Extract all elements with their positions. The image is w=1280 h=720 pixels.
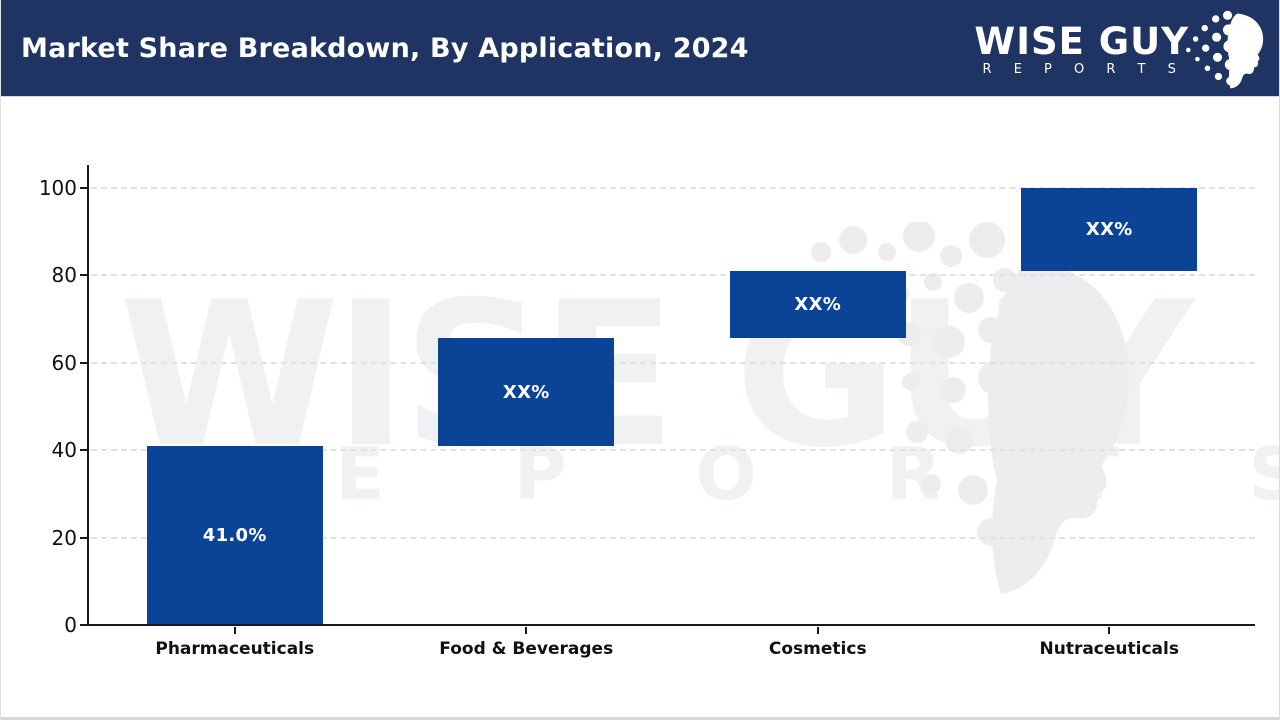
gridline-y40 (91, 449, 1255, 451)
bar-value-label: XX% (794, 294, 842, 316)
logo-subtitle: R E P O R T S (982, 62, 1185, 78)
bar-value-label: XX% (502, 381, 550, 403)
category-label-3: Nutraceuticals (1039, 639, 1179, 659)
gridline-y60 (91, 361, 1255, 364)
x-tick-3 (1108, 627, 1111, 634)
y-tick-label-80: 80 (51, 263, 77, 287)
y-tick-40 (80, 449, 88, 451)
y-tick-label-40: 40 (51, 438, 77, 462)
y-tick-0 (80, 624, 88, 626)
page-title: Market Share Breakdown, By Application, … (21, 32, 749, 64)
category-label-0: Pharmaceuticals (155, 639, 315, 659)
bar-pharmaceuticals: 41.0% (146, 445, 323, 625)
y-axis-line (87, 165, 89, 626)
x-tick-2 (816, 627, 819, 634)
bar-cosmetics: XX% (729, 270, 906, 339)
category-label-2: Cosmetics (768, 639, 867, 659)
bottom-border (1, 717, 1279, 720)
gridline-y80 (91, 274, 1255, 276)
gridline-y20 (91, 536, 1255, 539)
category-label-1: Food & Beverages (439, 639, 614, 659)
bar-value-label: 41.0% (202, 524, 267, 546)
dotted-face-icon (1186, 10, 1264, 89)
bar-food-beverages: XX% (438, 338, 615, 446)
y-tick-80 (80, 274, 88, 276)
y-tick-label-60: 60 (51, 350, 77, 375)
x-axis-line (87, 624, 1255, 626)
bar-value-label: XX% (1085, 218, 1133, 240)
logo-wordmark: WISE GUY (974, 19, 1189, 63)
gridline-y100 (91, 186, 1255, 189)
wise-guy-reports-logo: WISE GUY R E P O R T S (974, 8, 1269, 92)
y-tick-20 (80, 536, 88, 539)
x-tick-1 (525, 627, 528, 634)
y-tick-label-20: 20 (51, 525, 77, 550)
y-tick-100 (80, 186, 88, 189)
y-tick-label-100: 100 (38, 175, 77, 200)
x-tick-0 (233, 627, 236, 634)
logo-text: WISE GUY R E P O R T S (974, 19, 1189, 78)
y-tick-60 (80, 361, 88, 364)
header-bar: Market Share Breakdown, By Application, … (1, 0, 1279, 97)
bar-nutraceuticals: XX% (1021, 187, 1198, 271)
y-tick-label-0: 0 (64, 613, 77, 637)
